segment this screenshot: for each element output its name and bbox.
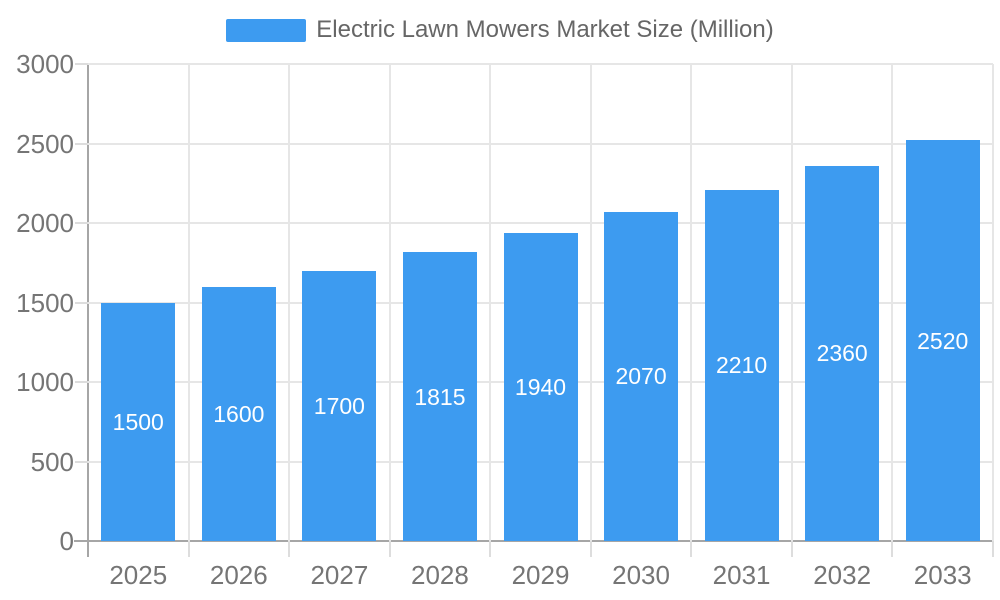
bar-value-label: 2520 (917, 327, 969, 354)
gridline-v (589, 64, 592, 541)
gridline-v (187, 64, 190, 541)
gridline-v (288, 64, 291, 541)
bar-2027[interactable]: 1700 (302, 270, 377, 541)
x-axis-tick-label: 2025 (109, 560, 168, 590)
y-axis-tick (75, 142, 88, 145)
bar-2032[interactable]: 2360 (805, 165, 880, 541)
bar-2028[interactable]: 1815 (402, 252, 477, 541)
gridline-h (88, 63, 993, 65)
legend: Electric Lawn Mowers Market Size (Millio… (0, 16, 1000, 44)
x-axis-tick-label: 2029 (511, 560, 570, 590)
bar-value-label: 1815 (414, 383, 466, 410)
x-axis-tick (187, 541, 190, 557)
x-axis-tick (589, 541, 592, 557)
legend-item[interactable]: Electric Lawn Mowers Market Size (Millio… (226, 16, 774, 44)
x-axis-tick-label: 2027 (310, 560, 369, 590)
y-axis-tick (75, 460, 88, 463)
bar-value-label: 2210 (716, 352, 768, 379)
y-axis-tick-label: 2000 (16, 208, 74, 238)
bar-value-label: 1940 (514, 373, 567, 400)
y-axis-tick-label: 2500 (16, 128, 74, 159)
x-axis-tick (288, 541, 291, 557)
bar-value-label: 2070 (615, 363, 667, 390)
legend-swatch-icon (226, 18, 307, 42)
bar-2029[interactable]: 1940 (503, 232, 578, 541)
y-axis-tick (75, 222, 88, 224)
y-axis-tick-label: 1500 (16, 287, 74, 318)
bar-2031[interactable]: 2210 (704, 189, 779, 541)
plot-area: 1500 1600 1700 1815 1940 2070 2210 2360 2520 (88, 63, 994, 541)
bar-value-label: 1700 (313, 392, 365, 419)
y-axis-tick (75, 381, 88, 383)
x-axis-tick (489, 541, 492, 557)
gridline-h (88, 142, 993, 145)
x-axis-tick-label: 2028 (411, 560, 469, 590)
gridline-h (88, 222, 993, 224)
x-axis-tick (992, 541, 994, 557)
bar-2033[interactable]: 2520 (905, 140, 980, 541)
gridline-v (891, 64, 894, 541)
x-axis-tick (891, 541, 894, 557)
x-axis-tick (790, 541, 793, 557)
y-axis-tick (75, 63, 88, 65)
x-axis-tick-label: 2030 (612, 560, 670, 590)
y-axis-tick-label: 500 (30, 446, 74, 477)
bar-value-label: 2360 (816, 340, 868, 367)
x-axis-tick (690, 541, 693, 557)
bar-value-label: 1600 (213, 400, 265, 427)
x-axis-tick-label: 2026 (209, 560, 268, 590)
x-axis-tick (388, 541, 391, 557)
gridline-v (690, 64, 693, 541)
y-axis-tick-label: 1000 (16, 367, 74, 397)
bar-2025[interactable]: 1500 (101, 302, 176, 541)
y-axis-line (87, 64, 89, 557)
gridline-v (388, 64, 391, 541)
x-axis-tick (87, 541, 89, 557)
bar-2026[interactable]: 1600 (201, 286, 276, 541)
bar-value-label: 1500 (112, 408, 164, 435)
gridline-v (489, 64, 492, 541)
x-axis-tick-label: 2033 (913, 560, 972, 590)
gridline-v (992, 64, 994, 541)
bar-2030[interactable]: 2070 (604, 211, 679, 541)
x-axis-tick-label: 2032 (813, 560, 872, 590)
gridline-v (790, 64, 793, 541)
x-axis-line (74, 540, 993, 542)
x-axis-tick-label: 2031 (712, 560, 771, 590)
legend-label: Electric Lawn Mowers Market Size (Millio… (316, 16, 774, 43)
y-axis-tick-label: 3000 (16, 49, 74, 79)
y-axis-tick-label: 0 (59, 526, 74, 556)
y-axis-tick (75, 301, 88, 304)
